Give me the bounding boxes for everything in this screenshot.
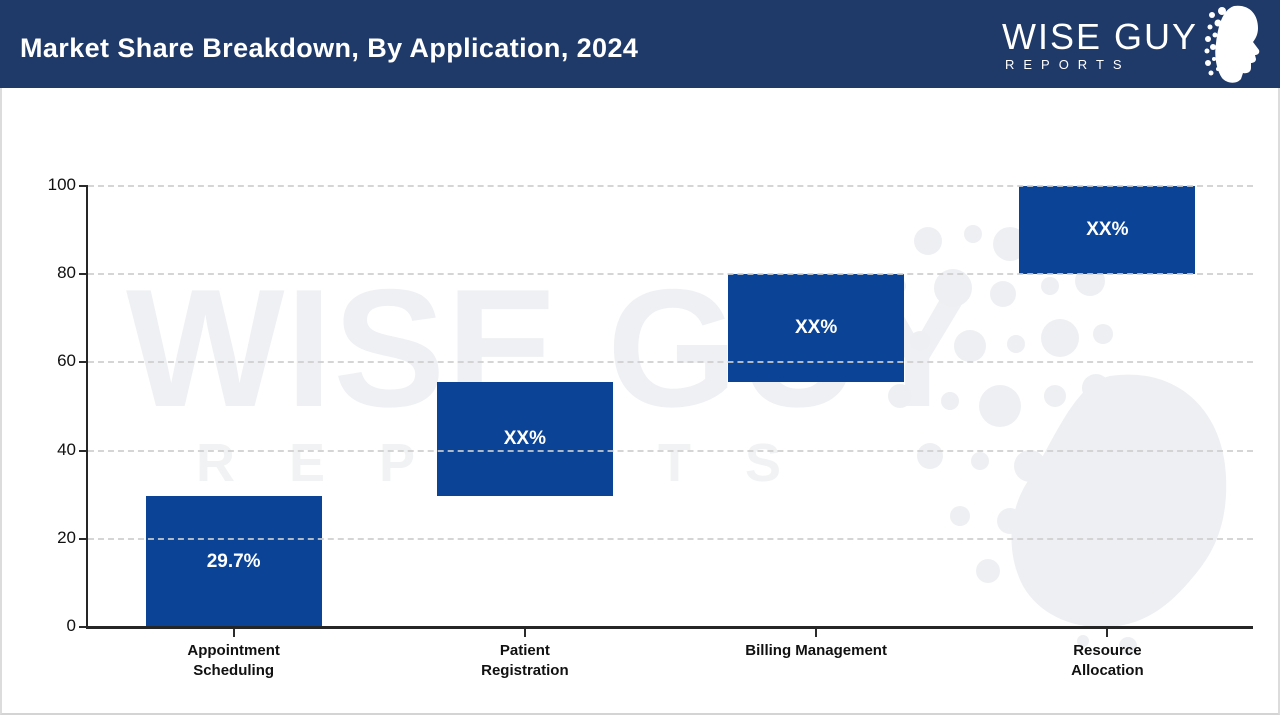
x-axis-tick bbox=[1106, 629, 1109, 637]
gridline bbox=[88, 537, 1253, 540]
x-axis-category-label: Appointment Scheduling bbox=[187, 642, 280, 680]
bar: XX% bbox=[728, 274, 905, 383]
bar: XX% bbox=[1019, 186, 1196, 275]
y-axis-tick-label: 60 bbox=[57, 351, 76, 371]
wiseguy-head-icon bbox=[1204, 3, 1262, 88]
gridline bbox=[88, 449, 1253, 452]
x-axis-category-label: Billing Management bbox=[745, 642, 887, 659]
y-axis-tick bbox=[79, 537, 88, 540]
x-axis-category-label: Resource Allocation bbox=[1071, 642, 1144, 680]
bar-value-label: XX% bbox=[795, 317, 838, 339]
x-axis-category-label: Patient Registration bbox=[481, 642, 569, 680]
y-axis-tick bbox=[79, 185, 88, 187]
x-axis-tick bbox=[523, 629, 526, 637]
gridline bbox=[88, 361, 1253, 364]
x-axis-line bbox=[86, 626, 1253, 629]
gridline bbox=[88, 273, 1253, 276]
wiseguy-logo: WISE GUY REPORTS bbox=[1002, 1, 1262, 88]
chart-canvas: WISE GUY REPORTS 02040608010029.7%Appoin… bbox=[0, 88, 1280, 720]
y-axis-tick bbox=[79, 449, 88, 452]
x-axis-tick bbox=[232, 629, 235, 637]
bar-value-label: XX% bbox=[503, 428, 546, 450]
gridline bbox=[88, 185, 1253, 187]
y-axis-tick-label: 40 bbox=[57, 439, 76, 459]
bar: 29.7% bbox=[145, 496, 322, 627]
y-axis-tick bbox=[79, 273, 88, 276]
y-axis-tick-label: 80 bbox=[57, 263, 76, 283]
y-axis-tick bbox=[79, 361, 88, 364]
y-axis-tick-label: 20 bbox=[57, 527, 76, 547]
bar-value-label: 29.7% bbox=[206, 550, 261, 572]
y-axis-tick bbox=[79, 626, 88, 628]
logo-name: WISE GUY bbox=[1001, 16, 1198, 57]
logo-sub: REPORTS bbox=[1004, 57, 1131, 72]
y-axis-tick-label: 0 bbox=[66, 616, 76, 635]
bar: XX% bbox=[436, 382, 613, 496]
x-axis-tick bbox=[815, 629, 818, 637]
page-title: Market Share Breakdown, By Application, … bbox=[20, 32, 639, 63]
y-axis-line bbox=[86, 186, 88, 629]
header-bar: Market Share Breakdown, By Application, … bbox=[0, 0, 1280, 88]
y-axis-tick-label: 100 bbox=[47, 175, 76, 194]
bar-value-label: XX% bbox=[1086, 219, 1129, 241]
